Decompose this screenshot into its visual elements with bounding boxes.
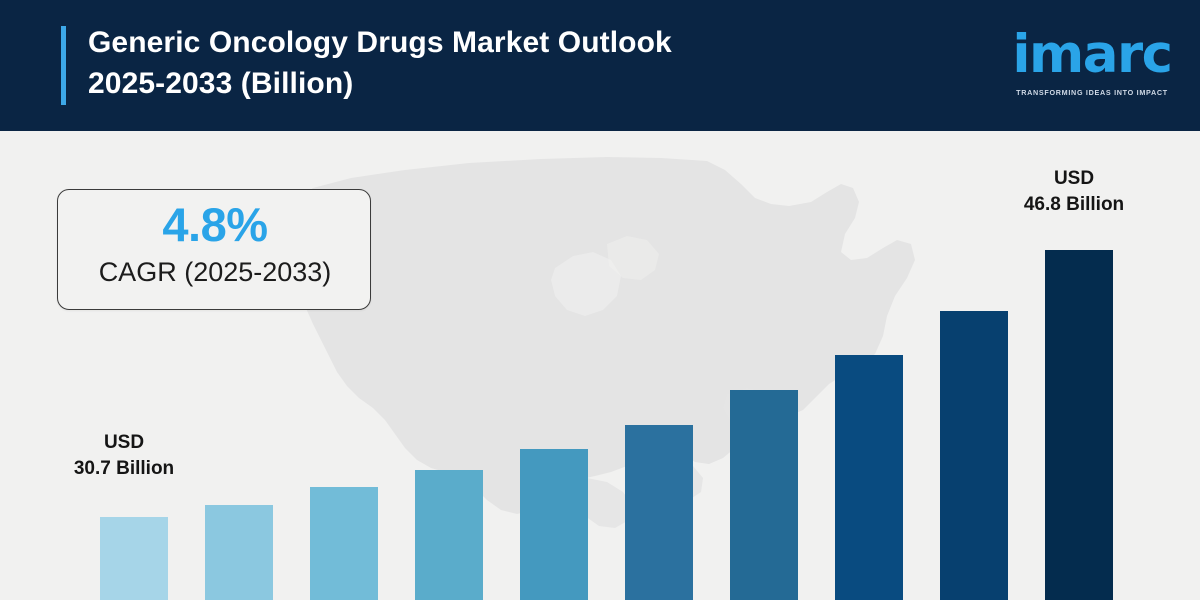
bar-2030 <box>730 390 798 600</box>
bar-2026 <box>310 487 378 600</box>
imarc-logo: imarc TRANSFORMING IDEAS INTO IMPACT <box>1012 24 1173 106</box>
page-title: Generic Oncology Drugs Market Outlook 20… <box>88 22 918 105</box>
bar-2027 <box>415 470 483 600</box>
imarc-wordmark: imarc <box>1012 24 1173 85</box>
header-bar: Generic Oncology Drugs Market Outlook 20… <box>0 0 1200 131</box>
cagr-label: CAGR (2025-2033) <box>98 257 332 287</box>
end-value-callout: USD 46.8 Billion <box>984 166 1164 217</box>
start-currency-label: USD <box>103 432 145 453</box>
bar-2032 <box>940 311 1008 600</box>
page-title-line-1: Generic Oncology Drugs Market Outlook <box>88 26 672 59</box>
bar-2031 <box>835 355 903 600</box>
bar-2028 <box>520 449 588 600</box>
end-amount-label: 46.8 Billion <box>1023 193 1125 215</box>
imarc-tagline: TRANSFORMING IDEAS INTO IMPACT <box>1016 88 1168 97</box>
bar-2033 <box>1045 250 1113 600</box>
bar-2025 <box>205 505 273 600</box>
bar-2029 <box>625 425 693 600</box>
end-currency-label: USD <box>1053 168 1095 189</box>
cagr-box: 4.8% CAGR (2025-2033) <box>57 189 371 310</box>
cagr-value: 4.8% <box>162 198 268 251</box>
start-amount-label: 30.7 Billion <box>73 457 175 479</box>
start-value-callout: USD 30.7 Billion <box>34 430 214 481</box>
bar-2024 <box>100 517 168 600</box>
page-title-line-2: 2025-2033 (Billion) <box>88 67 354 101</box>
header-accent-line <box>61 26 66 105</box>
